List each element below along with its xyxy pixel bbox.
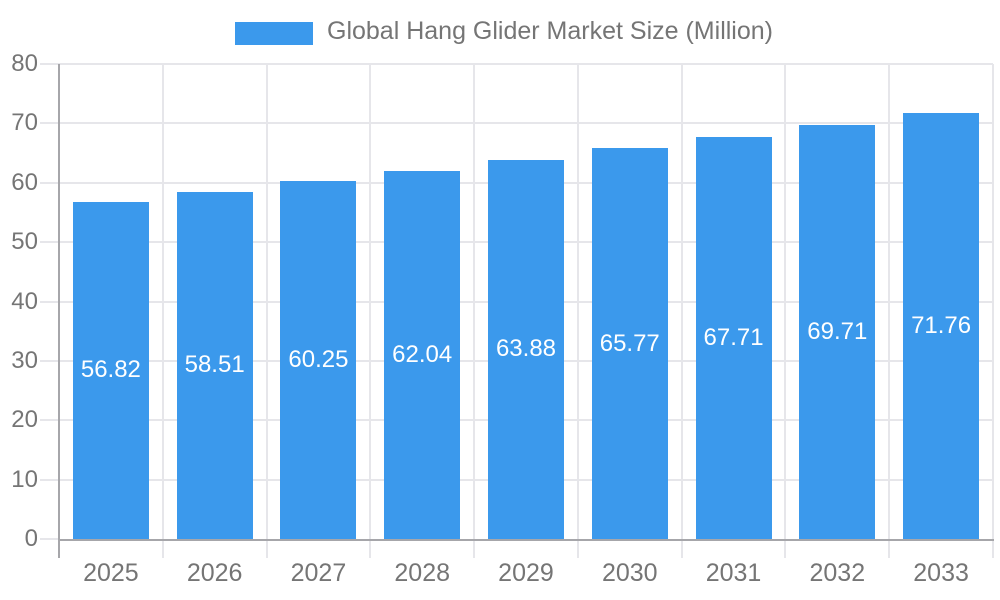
bar-value-label: 60.25: [288, 346, 349, 374]
x-tick-label: 2027: [290, 559, 347, 587]
bar-value-label: 69.71: [807, 318, 868, 346]
bar[interactable]: [176, 191, 253, 539]
x-axis-tick: [888, 539, 891, 558]
bar-value-label: 67.71: [703, 323, 764, 351]
bar[interactable]: [799, 125, 876, 539]
v-gridline: [473, 64, 476, 539]
legend-label: Global Hang Glider Market Size (Million): [327, 17, 773, 45]
y-axis-tick: [40, 300, 59, 303]
x-axis-tick: [265, 539, 268, 558]
y-tick-label: 80: [11, 50, 38, 77]
h-gridline: [59, 122, 993, 125]
y-axis-tick: [40, 63, 59, 65]
y-tick-label: 20: [11, 406, 38, 434]
y-axis-tick: [40, 181, 59, 184]
bar-value-label: 71.76: [911, 311, 972, 339]
x-tick-label: 2031: [705, 559, 762, 587]
y-tick-label: 60: [11, 168, 38, 196]
legend-swatch[interactable]: [235, 21, 313, 45]
h-gridline: [59, 63, 993, 65]
v-gridline: [992, 64, 994, 539]
x-tick-label: 2032: [809, 559, 866, 587]
legend[interactable]: Global Hang Glider Market Size (Million): [235, 17, 773, 46]
y-axis-tick: [40, 122, 59, 125]
y-axis-tick: [40, 359, 59, 362]
x-axis-tick: [58, 539, 60, 558]
x-axis-line: [58, 539, 994, 541]
v-gridline: [784, 64, 787, 539]
bar[interactable]: [72, 201, 149, 539]
y-axis-line: [58, 64, 60, 539]
x-axis-tick: [161, 539, 164, 558]
v-gridline: [369, 64, 372, 539]
y-axis-tick: [40, 241, 59, 244]
bar[interactable]: [903, 112, 980, 539]
x-tick-label: 2025: [83, 559, 139, 587]
v-gridline: [161, 64, 164, 539]
y-tick-label: 50: [11, 228, 38, 256]
bar[interactable]: [384, 170, 461, 539]
y-axis-tick: [40, 419, 59, 422]
v-gridline: [265, 64, 268, 539]
bar-value-label: 56.82: [80, 356, 141, 384]
y-tick-label: 40: [11, 287, 38, 315]
y-tick-label: 0: [24, 525, 38, 552]
x-axis-tick: [369, 539, 372, 558]
x-tick-label: 2028: [394, 559, 451, 587]
v-gridline: [888, 64, 891, 539]
y-tick-label: 10: [11, 465, 38, 493]
x-tick-label: 2026: [186, 559, 243, 587]
x-tick-label: 2029: [498, 559, 554, 587]
bar[interactable]: [695, 136, 772, 539]
x-axis-tick: [576, 539, 579, 558]
y-tick-label: 30: [11, 346, 38, 374]
v-gridline: [576, 64, 579, 539]
x-axis-tick: [992, 539, 994, 558]
y-axis-tick: [40, 478, 59, 481]
y-tick-label: 70: [11, 109, 38, 137]
bar-value-label: 62.04: [392, 340, 453, 368]
y-axis-tick: [40, 538, 59, 540]
bar[interactable]: [488, 159, 564, 539]
x-tick-label: 2033: [913, 559, 969, 587]
x-axis-tick: [680, 539, 683, 558]
bar-value-label: 63.88: [495, 335, 557, 363]
x-tick-label: 2030: [601, 559, 658, 587]
x-axis-tick: [473, 539, 476, 558]
bar-value-label: 65.77: [599, 329, 660, 357]
bar-value-label: 58.51: [184, 351, 245, 379]
x-axis-tick: [784, 539, 787, 558]
v-gridline: [680, 64, 683, 539]
bar[interactable]: [591, 148, 668, 539]
bar[interactable]: [280, 181, 357, 539]
